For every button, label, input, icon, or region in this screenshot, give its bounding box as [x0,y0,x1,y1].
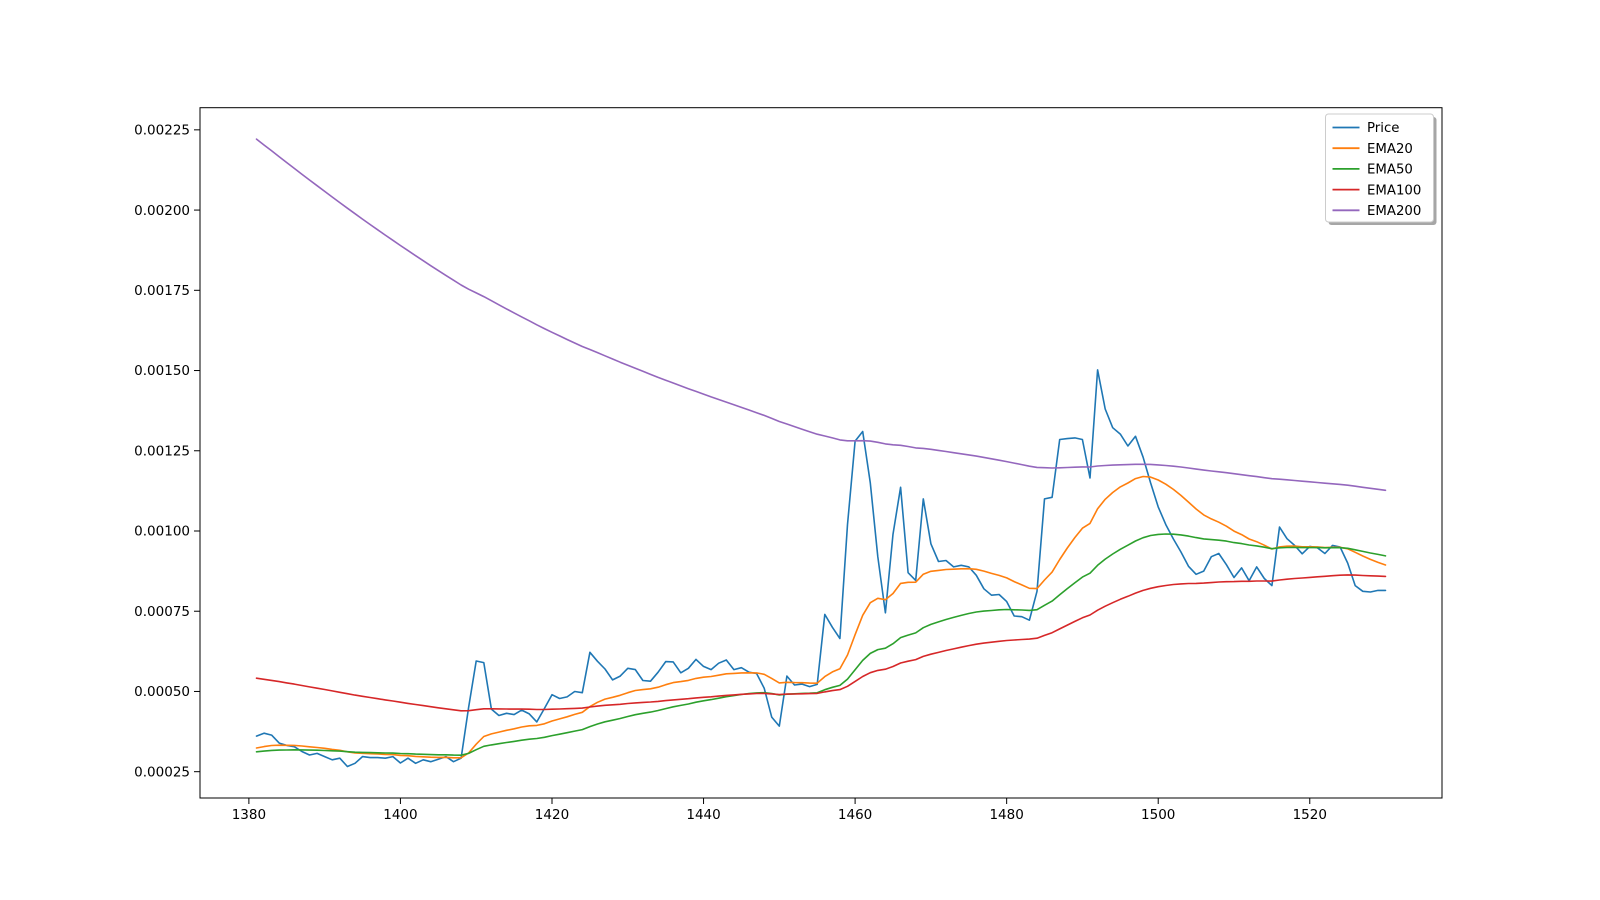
legend-label-ema100: EMA100 [1367,183,1421,198]
legend-label-ema20: EMA20 [1367,142,1413,157]
y-tick-label: 0.00050 [134,684,190,700]
y-tick-label: 0.00150 [134,363,190,379]
series-line-ema20 [255,475,1387,759]
legend-label-ema50: EMA50 [1367,163,1413,178]
x-tick-label: 1420 [535,807,569,823]
y-axis: 0.00025 0.00050 0.00075 0.00100 0.00125 0.001… [134,123,200,780]
legend: Price EMA20 EMA50 EMA100 EMA200 [1325,113,1437,225]
legend-label-ema200: EMA200 [1367,204,1421,219]
x-tick-label: 1500 [1141,807,1175,823]
x-tick-label: 1520 [1293,807,1327,823]
x-tick-label: 1480 [989,807,1023,823]
x-tick-label: 1400 [383,807,417,823]
series-line-ema100 [255,574,1387,712]
y-tick-label: 0.00025 [134,764,190,780]
plot-frame [199,107,1443,799]
series-lines [255,138,1387,768]
y-tick-label: 0.00200 [134,203,190,219]
x-tick-label: 1460 [838,807,872,823]
legend-label-price: Price [1367,121,1399,136]
series-line-ema200 [255,138,1387,492]
legend-box [1325,113,1434,223]
x-tick-label: 1380 [232,807,266,823]
y-tick-label: 0.00100 [134,524,190,540]
y-tick-label: 0.00075 [134,604,190,620]
y-tick-label: 0.00225 [134,123,190,139]
y-tick-label: 0.00175 [134,283,190,299]
x-tick-label: 1440 [686,807,720,823]
series-line-ema50 [255,533,1387,757]
y-tick-label: 0.00125 [134,443,190,459]
x-axis: 1380 1400 1420 1440 1460 1480 1500 1520 [232,798,1327,823]
